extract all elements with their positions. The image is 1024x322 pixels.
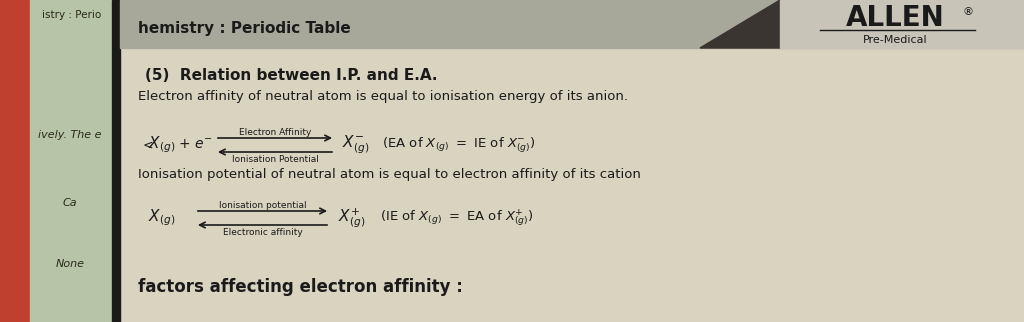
Text: Electronic affinity: Electronic affinity	[222, 228, 302, 236]
Text: Ionisation potential of neutral atom is equal to electron affinity of its cation: Ionisation potential of neutral atom is …	[138, 168, 641, 181]
Text: $<$: $<$	[140, 138, 154, 151]
Text: $(\mathrm{EA\ of\ }X_{(g)}\ =\ \mathrm{IE\ of\ }X^{-}_{(g)})$: $(\mathrm{EA\ of\ }X_{(g)}\ =\ \mathrm{I…	[382, 135, 536, 155]
Text: $X_{(g)}$: $X_{(g)}$	[148, 208, 175, 228]
Text: None: None	[55, 259, 85, 269]
Text: $(\mathrm{IE\ of\ }X_{(g)}\ =\ \mathrm{EA\ of\ }X^{+}_{(g)})$: $(\mathrm{IE\ of\ }X_{(g)}\ =\ \mathrm{E…	[380, 207, 534, 229]
Bar	[0, 0, 30, 322]
Text: istry : Perio: istry : Perio	[42, 10, 101, 20]
Polygon shape	[700, 0, 780, 48]
Bar	[112, 0, 120, 322]
Polygon shape	[780, 0, 1024, 48]
Bar	[120, 0, 1024, 48]
Text: ively. The e: ively. The e	[38, 130, 101, 140]
Bar	[120, 0, 1024, 322]
Text: factors affecting electron affinity :: factors affecting electron affinity :	[138, 278, 463, 296]
Text: Ionisation potential: Ionisation potential	[219, 201, 306, 210]
Text: $X^{-}_{(g)}$: $X^{-}_{(g)}$	[342, 134, 370, 156]
Text: $+\ e^{-}$: $+\ e^{-}$	[178, 138, 212, 152]
Text: ®: ®	[963, 7, 974, 17]
Text: Electron Affinity: Electron Affinity	[239, 128, 311, 137]
Text: (5)  Relation between I.P. and E.A.: (5) Relation between I.P. and E.A.	[145, 68, 437, 83]
Text: $X^{+}_{(g)}$: $X^{+}_{(g)}$	[338, 206, 366, 230]
Text: Pre-Medical: Pre-Medical	[862, 35, 928, 45]
Text: Ca: Ca	[62, 198, 78, 208]
Text: ALLEN: ALLEN	[846, 4, 944, 32]
Bar	[30, 0, 115, 322]
Text: Electron affinity of neutral atom is equal to ionisation energy of its anion.: Electron affinity of neutral atom is equ…	[138, 90, 628, 103]
Text: $X_{(g)}$: $X_{(g)}$	[148, 135, 175, 155]
Text: Ionisation Potential: Ionisation Potential	[231, 155, 318, 164]
Text: hemistry : Periodic Table: hemistry : Periodic Table	[138, 21, 351, 35]
